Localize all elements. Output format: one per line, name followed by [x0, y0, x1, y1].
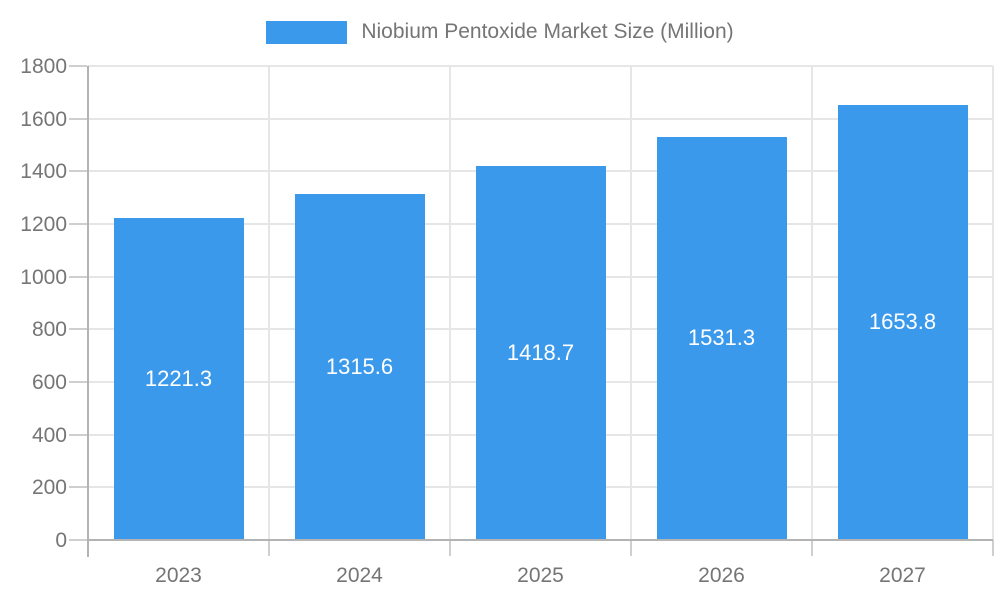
y-tick-label: 1200	[20, 213, 67, 236]
y-tick-label: 600	[31, 371, 67, 394]
legend-label: Niobium Pentoxide Market Size (Million)	[361, 20, 734, 43]
y-tick-label: 0	[55, 529, 67, 552]
y-axis-tick	[69, 65, 87, 67]
bar-value-label: 1418.7	[506, 340, 575, 366]
x-tick-label: 2025	[517, 564, 564, 587]
y-tick-label: 1000	[20, 265, 67, 289]
y-axis-tick	[69, 223, 87, 225]
x-axis-line	[87, 539, 993, 541]
bar-value-label: 1653.8	[868, 309, 937, 335]
y-axis-tick	[69, 275, 87, 278]
x-tick-label: 2027	[879, 564, 926, 587]
y-axis-tick	[69, 486, 87, 489]
bar-value-label: 1315.6	[325, 353, 394, 379]
v-gridline	[630, 66, 632, 540]
y-axis-line	[87, 66, 89, 557]
v-gridline	[449, 66, 451, 540]
v-gridline	[992, 66, 994, 540]
bar-value-label: 1531.3	[687, 325, 756, 351]
y-axis-tick	[69, 117, 87, 120]
y-axis-tick	[69, 539, 87, 541]
y-axis-tick	[69, 433, 87, 436]
y-tick-label: 1800	[20, 55, 67, 78]
bar[interactable]	[475, 166, 606, 540]
y-axis-tick	[69, 328, 87, 331]
bar[interactable]	[294, 193, 425, 540]
y-tick-label: 200	[31, 476, 67, 500]
x-tick-label: 2026	[698, 564, 745, 587]
y-tick-label: 800	[31, 318, 67, 342]
x-axis-tick	[811, 540, 813, 556]
bar-value-label: 1221.3	[144, 366, 213, 392]
y-tick-label: 400	[31, 423, 67, 447]
y-tick-label: 1400	[20, 160, 67, 184]
h-gridline	[88, 65, 993, 67]
y-axis-tick	[69, 170, 87, 173]
bar[interactable]	[837, 104, 968, 540]
bar[interactable]	[656, 136, 787, 540]
x-tick-label: 2023	[155, 564, 202, 587]
y-tick-label: 1600	[20, 107, 67, 131]
x-axis-tick	[268, 540, 270, 556]
x-axis-tick	[630, 540, 632, 556]
v-gridline	[268, 66, 270, 540]
legend[interactable]: Niobium Pentoxide Market Size (Million)	[0, 13, 1000, 51]
bar[interactable]	[113, 218, 244, 540]
plot-area: 1221.3 1315.6 1418.7 1531.3 1653.8	[88, 65, 994, 540]
x-axis-tick	[992, 540, 994, 556]
v-gridline	[811, 66, 813, 540]
x-tick-label: 2024	[336, 564, 383, 587]
legend-swatch	[266, 20, 348, 44]
x-axis-tick	[449, 540, 451, 556]
h-gridline	[88, 117, 993, 120]
y-axis-tick	[69, 381, 87, 383]
